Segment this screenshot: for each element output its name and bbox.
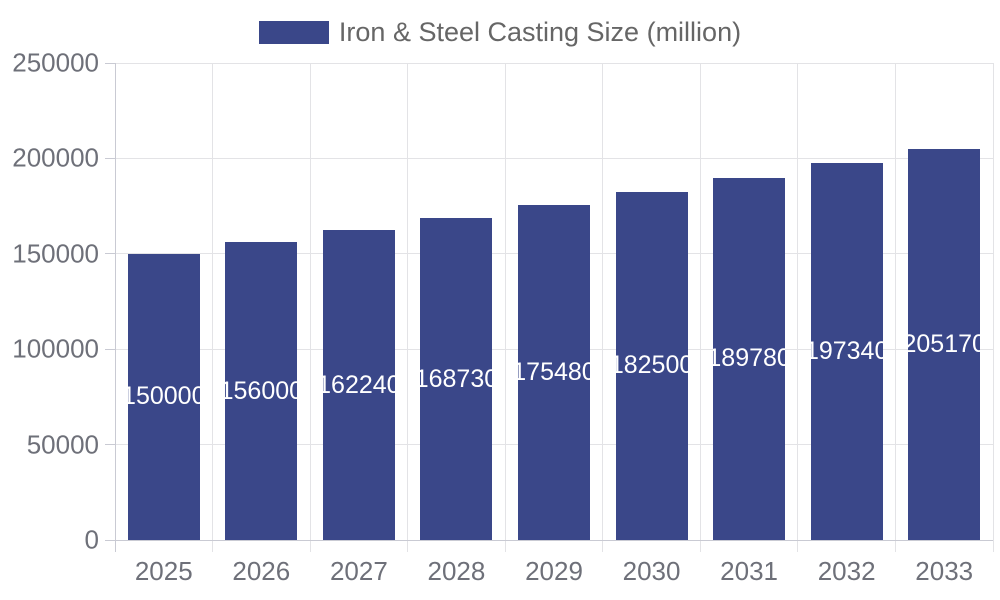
gridline-vertical: [894, 63, 896, 552]
gridline-vertical: [407, 63, 409, 552]
x-tick-label: 2028: [427, 556, 486, 586]
x-tick-label: 2033: [915, 556, 974, 586]
y-axis-tick: [105, 157, 115, 159]
x-tick-label: 2027: [329, 556, 388, 586]
gridline-vertical: [212, 63, 214, 552]
y-tick-label: 150000: [12, 238, 99, 269]
gridline-horizontal: [115, 157, 993, 159]
y-tick-label: 0: [84, 524, 99, 555]
bar: 205170: [908, 148, 981, 540]
bar: 162240: [322, 230, 395, 540]
bar-value-label: 156000: [225, 376, 298, 405]
x-tick-label: 2030: [622, 556, 681, 586]
gridline-horizontal: [115, 62, 993, 64]
bar: 156000: [225, 242, 298, 540]
gridline-vertical: [699, 63, 701, 552]
y-axis-line: [115, 63, 116, 552]
bar-value-label: 162240: [322, 370, 395, 399]
bar: 175480: [518, 205, 590, 540]
bar-value-label: 189780: [713, 344, 786, 373]
legend: Iron & Steel Casting Size (million): [0, 17, 1000, 47]
legend-label: Iron & Steel Casting Size (million): [338, 16, 742, 47]
bar-value-label: 168730: [420, 364, 493, 393]
y-tick-label: 100000: [12, 333, 99, 364]
y-tick-label: 200000: [12, 142, 99, 173]
gridline-vertical: [602, 63, 604, 552]
plot-area: 0 50000 100000 150000 200000 250000 150000 1560…: [12, 48, 994, 586]
bar-value-label: 197340: [810, 337, 883, 366]
bar-value-label: 175480: [518, 358, 590, 387]
y-axis-tick: [105, 253, 115, 255]
legend-item[interactable]: Iron & Steel Casting Size (million): [258, 16, 742, 48]
y-axis-tick: [105, 444, 115, 446]
bar: 182500: [615, 191, 688, 540]
x-tick-label: 2031: [720, 556, 779, 586]
x-tick-label: 2032: [817, 556, 876, 586]
bar: 189780: [713, 177, 786, 540]
gridline-vertical: [797, 63, 799, 552]
legend-swatch-icon: [258, 20, 329, 44]
bar: 150000: [127, 253, 200, 540]
y-tick-label: 50000: [26, 429, 99, 460]
bar-value-label: 182500: [615, 351, 688, 380]
bar: 168730: [420, 218, 493, 540]
x-axis-line: [105, 540, 993, 541]
gridline-vertical: [504, 63, 506, 552]
y-tick-label: 250000: [12, 47, 99, 78]
gridline-vertical: [309, 63, 311, 552]
x-tick-label: 2029: [525, 556, 583, 586]
x-tick-label: 2025: [134, 556, 193, 586]
x-tick-label: 2026: [232, 556, 291, 586]
y-axis-tick: [105, 348, 115, 350]
y-axis-tick: [105, 62, 115, 64]
bar: 197340: [810, 163, 883, 540]
bar-value-label: 205170: [908, 329, 981, 358]
gridline-vertical: [992, 63, 994, 552]
bar-value-label: 150000: [127, 382, 200, 411]
